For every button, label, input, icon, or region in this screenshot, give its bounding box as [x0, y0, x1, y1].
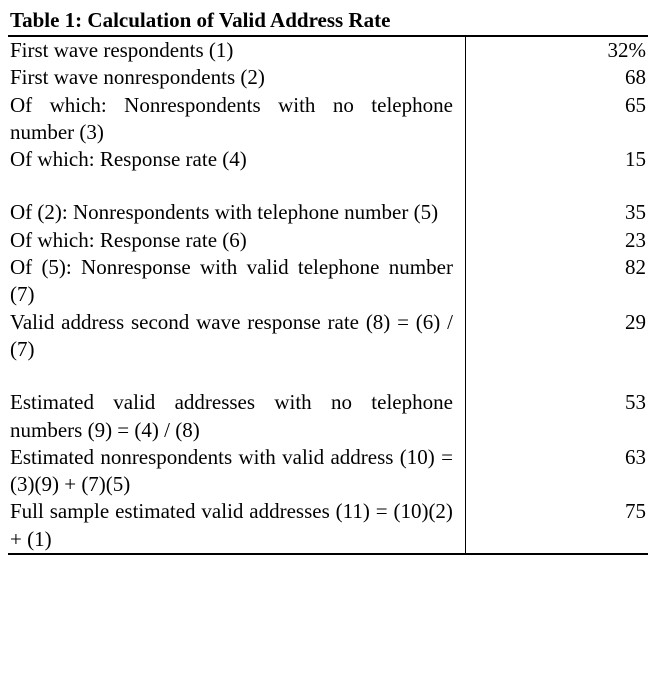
- table-row: Valid address second wave response rate …: [8, 309, 648, 364]
- spacer-cell: [8, 363, 465, 389]
- spacer-cell: [465, 363, 648, 389]
- row-label: Of which: Nonrespondents with no telepho…: [8, 92, 465, 147]
- row-value: 32%: [465, 36, 648, 64]
- row-value: 53: [465, 389, 648, 444]
- table-row: First wave nonrespondents (2) 68: [8, 64, 648, 91]
- row-value: 15: [465, 146, 648, 173]
- spacer-cell: [8, 173, 465, 199]
- table-row: Of (5): Nonresponse with valid telephone…: [8, 254, 648, 309]
- table-row: First wave respondents (1) 32%: [8, 36, 648, 64]
- spacer-cell: [465, 173, 648, 199]
- table-row: Of which: Response rate (6) 23: [8, 227, 648, 254]
- table-row: Of which: Nonrespondents with no telepho…: [8, 92, 648, 147]
- spacer-row: [8, 363, 648, 389]
- row-label: Estimated nonrespondents with valid addr…: [8, 444, 465, 499]
- row-label: Of (5): Nonresponse with valid telephone…: [8, 254, 465, 309]
- row-value: 29: [465, 309, 648, 364]
- row-label: Of (2): Nonrespondents with telephone nu…: [8, 199, 465, 226]
- table-row: Of which: Response rate (4) 15: [8, 146, 648, 173]
- spacer-row: [8, 173, 648, 199]
- table-row: Of (2): Nonrespondents with telephone nu…: [8, 199, 648, 226]
- row-value: 35: [465, 199, 648, 226]
- row-label: Estimated valid addresses with no teleph…: [8, 389, 465, 444]
- row-value: 68: [465, 64, 648, 91]
- row-label: Full sample estimated valid addresses (1…: [8, 498, 465, 554]
- table-row: Estimated valid addresses with no teleph…: [8, 389, 648, 444]
- table-row: Full sample estimated valid addresses (1…: [8, 498, 648, 554]
- row-value: 63: [465, 444, 648, 499]
- row-label: Of which: Response rate (6): [8, 227, 465, 254]
- calc-table: First wave respondents (1) 32% First wav…: [8, 35, 648, 555]
- table-row: Estimated nonrespondents with valid addr…: [8, 444, 648, 499]
- row-value: 65: [465, 92, 648, 147]
- row-value: 82: [465, 254, 648, 309]
- table-title: Table 1: Calculation of Valid Address Ra…: [8, 8, 648, 33]
- row-label: First wave nonrespondents (2): [8, 64, 465, 91]
- row-label: First wave respondents (1): [8, 36, 465, 64]
- row-label: Valid address second wave response rate …: [8, 309, 465, 364]
- row-value: 23: [465, 227, 648, 254]
- row-label: Of which: Response rate (4): [8, 146, 465, 173]
- row-value: 75: [465, 498, 648, 554]
